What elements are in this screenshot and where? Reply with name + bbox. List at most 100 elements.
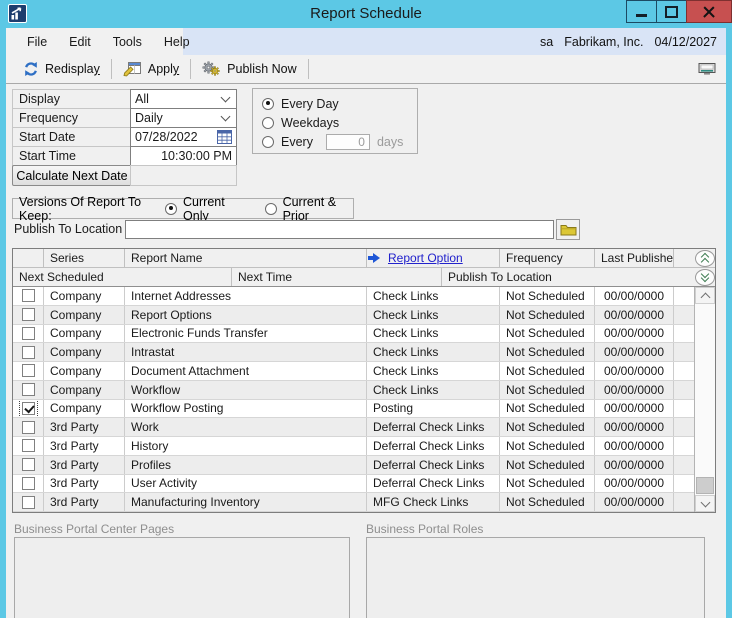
table-row[interactable]: 3rd Party History Deferral Check Links N…	[13, 437, 715, 456]
table-row[interactable]: Company Report Options Check Links Not S…	[13, 305, 715, 325]
close-button[interactable]	[686, 0, 732, 23]
row-checkbox[interactable]	[21, 289, 35, 303]
row-checkbox-cell[interactable]	[13, 437, 44, 455]
table-row[interactable]: Company Intrastat Check Links Not Schedu…	[13, 343, 715, 362]
row-checkbox[interactable]	[21, 326, 35, 340]
row-checkbox-cell[interactable]	[13, 380, 44, 399]
row-checkbox[interactable]	[18, 399, 38, 418]
row-last-published: 00/00/0000	[595, 380, 674, 399]
table-row[interactable]: Company Workflow Posting Posting Not Sch…	[13, 399, 715, 419]
row-checkbox[interactable]	[21, 476, 35, 490]
radio-selected-icon[interactable]	[165, 202, 178, 215]
menu-edit[interactable]: Edit	[69, 34, 91, 49]
versions-group: Versions Of Report To Keep: Current Only…	[12, 195, 354, 223]
menu-help[interactable]: Help	[163, 34, 190, 49]
every-days-input[interactable]: 0	[325, 133, 370, 150]
start-date-field[interactable]: 07/28/2022	[130, 127, 237, 147]
browse-folder-button[interactable]	[556, 219, 580, 240]
row-checkbox-cell[interactable]	[13, 493, 44, 511]
radio-current-only[interactable]: Current Only	[165, 195, 243, 223]
session-company[interactable]: Fabrikam, Inc.	[564, 34, 644, 49]
row-report-option: Deferral Check Links	[367, 418, 500, 436]
radio-icon[interactable]	[264, 202, 277, 215]
row-checkbox[interactable]	[21, 308, 35, 322]
row-checkbox[interactable]	[21, 439, 35, 453]
table-row[interactable]: 3rd Party Work Deferral Check Links Not …	[13, 418, 715, 437]
header-report-name: Report Name	[125, 249, 367, 267]
apply-label: Apply	[147, 62, 180, 76]
row-report-option: Check Links	[367, 287, 500, 305]
frequency-dropdown[interactable]: Daily	[130, 108, 237, 128]
radio-selected-icon[interactable]	[262, 97, 274, 110]
scroll-up-button[interactable]	[695, 287, 715, 304]
report-option-link[interactable]: Report Option	[388, 251, 463, 265]
apply-button[interactable]: Apply	[114, 57, 188, 81]
table-row[interactable]: 3rd Party Manufacturing Inventory MFG Ch…	[13, 493, 715, 512]
calculate-next-date-button[interactable]: Calculate Next Date	[12, 165, 132, 186]
row-checkbox-cell[interactable]	[13, 399, 44, 418]
row-frequency: Not Scheduled	[500, 418, 595, 436]
radio-every-n-days[interactable]: Every 0 days	[262, 132, 417, 151]
table-row[interactable]: Company Workflow Check Links Not Schedul…	[13, 380, 715, 400]
row-series: 3rd Party	[44, 455, 125, 474]
display-dropdown[interactable]: All	[130, 89, 237, 109]
row-spacer	[674, 343, 695, 361]
row-checkbox-cell[interactable]	[13, 324, 44, 343]
row-checkbox[interactable]	[21, 345, 35, 359]
session-user: sa	[540, 34, 554, 49]
row-report-option: Check Links	[367, 362, 500, 380]
header-series: Series	[44, 249, 125, 267]
scrollbar-thumb[interactable]	[696, 477, 714, 494]
maximize-button[interactable]	[656, 0, 687, 23]
table-row[interactable]: 3rd Party User Activity Deferral Check L…	[13, 474, 715, 494]
row-checkbox-cell[interactable]	[13, 287, 44, 305]
radio-current-and-prior[interactable]: Current & Prior	[264, 195, 353, 223]
row-checkbox-cell[interactable]	[13, 418, 44, 436]
row-report-name: Report Options	[125, 305, 367, 324]
calendar-icon[interactable]	[217, 130, 232, 144]
row-report-name: Document Attachment	[125, 362, 367, 380]
menu-file[interactable]: File	[27, 34, 48, 49]
row-checkbox-cell[interactable]	[13, 305, 44, 324]
row-checkbox[interactable]	[21, 383, 35, 397]
start-time-field[interactable]: 10:30:00 PM	[130, 146, 237, 166]
redisplay-button[interactable]: Redisplay	[14, 57, 109, 81]
scroll-to-bottom-button[interactable]	[695, 268, 715, 286]
table-row[interactable]: Company Electronic Funds Transfer Check …	[13, 324, 715, 344]
row-checkbox-cell[interactable]	[13, 474, 44, 493]
table-row[interactable]: Company Document Attachment Check Links …	[13, 362, 715, 381]
window-border-left	[0, 28, 6, 618]
row-checkbox[interactable]	[21, 495, 35, 509]
radio-every-day[interactable]: Every Day	[262, 94, 417, 113]
row-checkbox[interactable]	[21, 420, 35, 434]
row-spacer	[674, 455, 695, 474]
minimize-button[interactable]	[626, 0, 657, 23]
start-date-label: Start Date	[12, 127, 131, 147]
chevron-down-icon	[220, 92, 231, 103]
vertical-scrollbar[interactable]	[694, 287, 715, 512]
title-bar[interactable]: Report Schedule	[0, 0, 732, 28]
row-checkbox[interactable]	[21, 364, 35, 378]
row-checkbox[interactable]	[21, 458, 35, 472]
radio-icon[interactable]	[262, 135, 274, 148]
row-checkbox-cell[interactable]	[13, 362, 44, 380]
scroll-to-top-button[interactable]	[695, 249, 715, 267]
row-series: Company	[44, 287, 125, 305]
table-row[interactable]: 3rd Party Profiles Deferral Check Links …	[13, 455, 715, 475]
header-frequency: Frequency	[500, 249, 595, 267]
row-spacer	[674, 399, 695, 418]
publish-location-input[interactable]	[125, 220, 554, 239]
row-checkbox-cell[interactable]	[13, 455, 44, 474]
radio-weekdays[interactable]: Weekdays	[262, 113, 417, 132]
row-report-name: Workflow	[125, 380, 367, 399]
row-checkbox-cell[interactable]	[13, 343, 44, 361]
scroll-down-button[interactable]	[695, 495, 715, 512]
table-header-row-2: Next Scheduled Next Time Publish To Loca…	[13, 268, 715, 287]
session-date[interactable]: 04/12/2027	[654, 34, 717, 49]
row-last-published: 00/00/0000	[595, 305, 674, 324]
menu-tools[interactable]: Tools	[112, 34, 142, 49]
printer-icon[interactable]	[698, 63, 718, 76]
table-row[interactable]: Company Internet Addresses Check Links N…	[13, 287, 715, 306]
radio-icon[interactable]	[262, 116, 274, 129]
publish-now-button[interactable]: Publish Now	[193, 57, 305, 81]
